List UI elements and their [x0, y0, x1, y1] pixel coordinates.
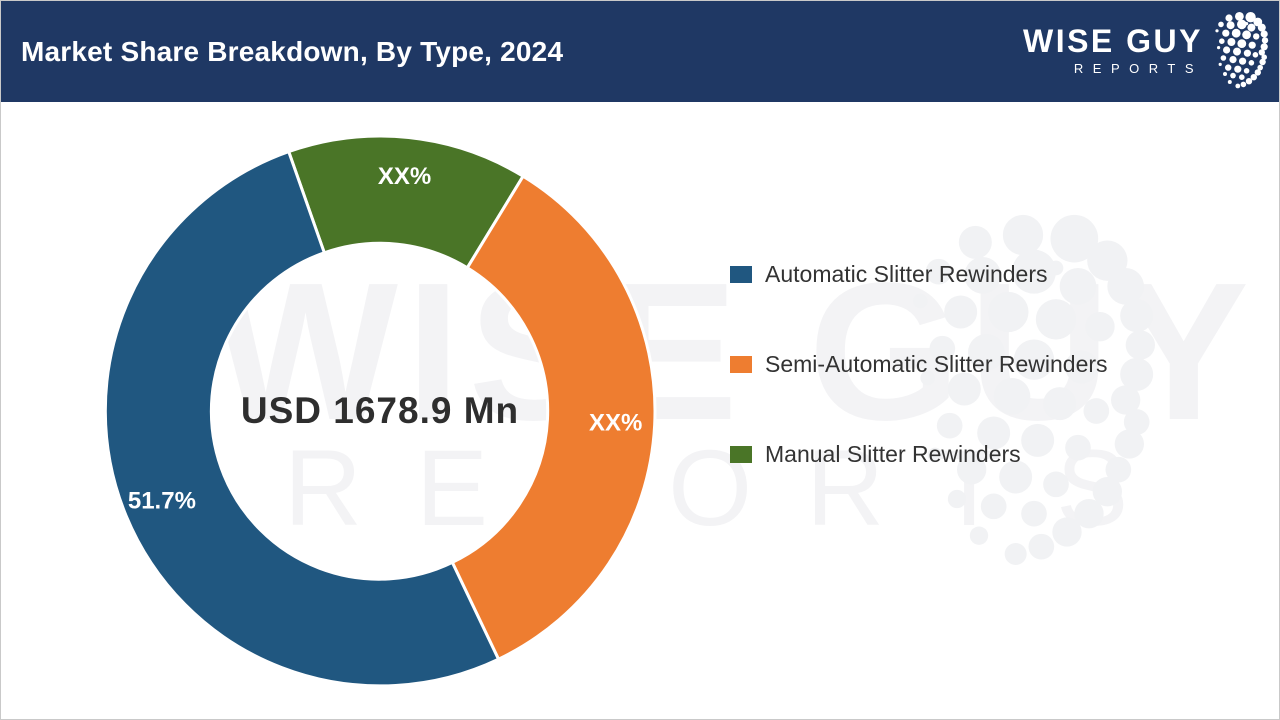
donut-segment-0	[103, 149, 501, 688]
wise-guy-reports-logo: WISE GUY REPORTS	[1023, 8, 1269, 92]
legend-label: Semi-Automatic Slitter Rewinders	[765, 350, 1108, 377]
donut-segment-percentage-0: 51.7%	[128, 488, 196, 515]
donut-center-value: USD 1678.9 Mn	[240, 390, 520, 431]
legend-label: Manual Slitter Rewinders	[765, 440, 1021, 467]
legend-item-automatic: Automatic Slitter Rewinders	[730, 259, 1048, 289]
legend-swatch-2	[730, 445, 752, 463]
logo-subtext: REPORTS	[1073, 61, 1203, 76]
donut-segment-percentage-2: XX%	[378, 163, 431, 190]
donut-segment-percentage-1: XX%	[589, 410, 642, 437]
legend-swatch-1	[730, 355, 752, 373]
header: Market Share Breakdown, By Type, 2024 WI…	[1, 1, 1279, 102]
legend-item-manual: Manual Slitter Rewinders	[730, 439, 1021, 469]
logo-text: WISE GUY REPORTS	[1023, 24, 1203, 76]
legend-swatch-0	[730, 265, 752, 283]
page-title: Market Share Breakdown, By Type, 2024	[21, 35, 564, 67]
logo-wordmark: WISE GUY	[1022, 23, 1203, 59]
legend-label: Automatic Slitter Rewinders	[765, 260, 1048, 287]
logo-face-dots-icon	[1205, 8, 1269, 92]
donut-segment-1	[450, 174, 657, 662]
legend-item-semi-automatic: Semi-Automatic Slitter Rewinders	[730, 349, 1108, 379]
